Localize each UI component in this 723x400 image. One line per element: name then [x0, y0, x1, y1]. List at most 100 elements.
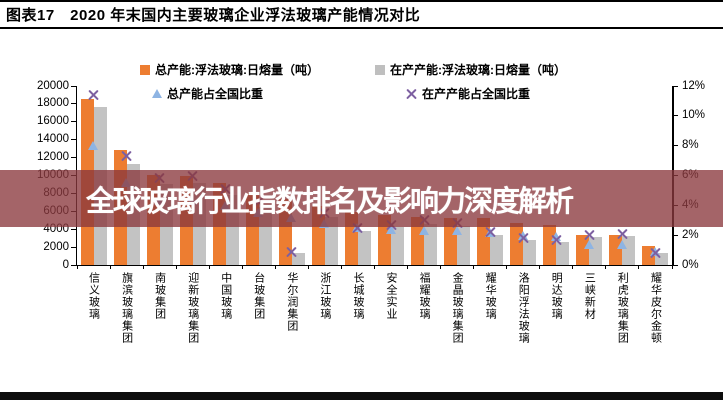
x-axis-label: 耀华皮尔金顿	[649, 272, 662, 344]
legend-item-active-share: 在产产能占全国比重	[406, 86, 530, 101]
x-axis-label: 台玻集团	[252, 272, 265, 320]
orange-square-icon	[140, 64, 150, 75]
x-axis-tick	[407, 265, 409, 269]
left-axis-tick	[71, 85, 76, 87]
right-axis-tick-label: 8%	[682, 139, 699, 152]
x-axis-tick	[671, 265, 673, 269]
bar-active-capacity	[523, 239, 537, 265]
triangle-marker	[88, 141, 99, 151]
bar-active-capacity	[391, 227, 405, 265]
x-marker	[484, 226, 496, 238]
triangle-marker	[583, 239, 594, 249]
x-axis-tick	[539, 265, 541, 269]
x-marker	[617, 228, 628, 240]
x-axis-tick	[109, 265, 111, 269]
left-axis-tick	[71, 264, 76, 266]
triangle-marker	[550, 232, 561, 242]
x-axis-tick	[208, 265, 210, 269]
title-underline	[0, 27, 723, 29]
bar-active-capacity	[655, 253, 669, 265]
legend-label: 在产产能占全国比重	[422, 87, 531, 101]
bar-active-capacity	[357, 230, 371, 265]
x-axis-label: 安全实业	[385, 272, 398, 320]
legend-item-active-capacity: 在产产能:浮法玻璃:日熔量（吨）	[375, 62, 566, 77]
bottom-black-bar	[0, 392, 723, 400]
left-axis-tick	[71, 157, 76, 159]
x-axis-tick	[506, 265, 508, 269]
triangle-marker	[451, 226, 462, 236]
left-axis-tick	[71, 246, 76, 248]
right-axis-tick	[673, 85, 678, 87]
x-axis-label: 三峡新材	[583, 272, 596, 320]
x-axis-label: 中国玻璃	[219, 272, 232, 320]
left-axis-tick-label: 0	[62, 258, 69, 271]
x-axis-label: 迎新玻璃集团	[186, 272, 199, 344]
x-axis-tick	[76, 265, 78, 269]
x-axis-label: 浙江玻璃	[318, 272, 331, 320]
x-axis-label: 洛阳浮法玻璃	[517, 272, 530, 344]
x-axis-tick	[340, 265, 342, 269]
legend-item-total-share: 总产能占全国比重	[152, 86, 263, 101]
left-axis-tick-label: 2000	[43, 240, 69, 253]
left-axis-tick-label: 12000	[37, 151, 69, 164]
right-axis-tick	[673, 115, 678, 117]
right-axis-tick-label: 0%	[682, 258, 699, 271]
left-axis-tick	[71, 121, 76, 123]
bar-total-capacity	[510, 222, 524, 265]
bar-active-capacity	[556, 241, 570, 265]
x-axis-label: 福耀玻璃	[418, 272, 431, 320]
right-axis-tick	[673, 234, 678, 236]
x-marker	[650, 247, 661, 259]
x-marker	[583, 229, 595, 241]
x-axis-tick	[374, 265, 375, 269]
right-axis-tick	[673, 264, 678, 266]
x-axis-tick	[241, 265, 243, 269]
x-axis-tick	[307, 265, 309, 269]
triangle-marker	[385, 224, 396, 234]
x-axis-tick	[142, 265, 144, 269]
x-axis-label: 利虎玻璃集团	[616, 272, 629, 344]
right-axis-tick-label: 2%	[682, 228, 699, 241]
x-axis-tick	[473, 265, 475, 269]
x-marker	[517, 232, 529, 244]
legend-label: 总产能:浮法玻璃:日熔量（吨）	[155, 63, 319, 77]
x-marker	[550, 234, 562, 246]
left-axis-tick	[71, 139, 76, 141]
x-axis-label: 信义玻璃	[87, 272, 100, 320]
top-rule	[0, 0, 723, 2]
x-axis-tick	[440, 265, 442, 269]
x-axis-label: 华尔润集团	[285, 272, 298, 332]
left-axis-tick-label: 16000	[37, 115, 69, 128]
x-axis-tick	[572, 265, 574, 269]
left-axis-tick	[71, 228, 76, 230]
x-axis-tick	[175, 265, 177, 269]
legend-label: 总产能占全国比重	[167, 87, 264, 101]
x-marker	[88, 89, 99, 101]
gray-square-icon	[375, 64, 385, 75]
overlay-banner-text: 全球玻璃行业指数排名及影响力深度解析	[86, 185, 574, 218]
x-marker	[286, 246, 298, 258]
chart-title: 图表17 2020 年末国内主要玻璃企业浮法玻璃产能情况对比	[6, 7, 421, 24]
triangle-marker	[616, 239, 627, 249]
x-axis-tick	[605, 265, 607, 269]
triangle-marker-icon	[152, 89, 162, 98]
x-axis-tick	[638, 265, 640, 269]
bar-active-capacity	[490, 234, 504, 265]
x-axis-label: 旗滨玻璃集团	[120, 272, 133, 344]
right-axis-tick-label: 10%	[682, 109, 706, 122]
bar-active-capacity	[457, 225, 471, 265]
left-axis-tick	[71, 103, 76, 105]
overlay-banner: 全球玻璃行业指数排名及影响力深度解析	[0, 170, 723, 227]
left-axis-tick-label: 18000	[37, 97, 69, 110]
x-axis-label: 长城玻璃	[351, 272, 364, 320]
right-axis-tick	[673, 145, 678, 147]
bar-active-capacity	[291, 253, 305, 265]
x-marker	[121, 150, 132, 162]
left-axis-tick-label: 14000	[37, 133, 69, 146]
triangle-marker	[418, 226, 429, 236]
legend-item-total-capacity: 总产能:浮法玻璃:日熔量（吨）	[140, 62, 319, 77]
left-axis-tick-label: 20000	[37, 79, 69, 92]
x-axis-label: 金晶玻璃集团	[451, 272, 464, 344]
